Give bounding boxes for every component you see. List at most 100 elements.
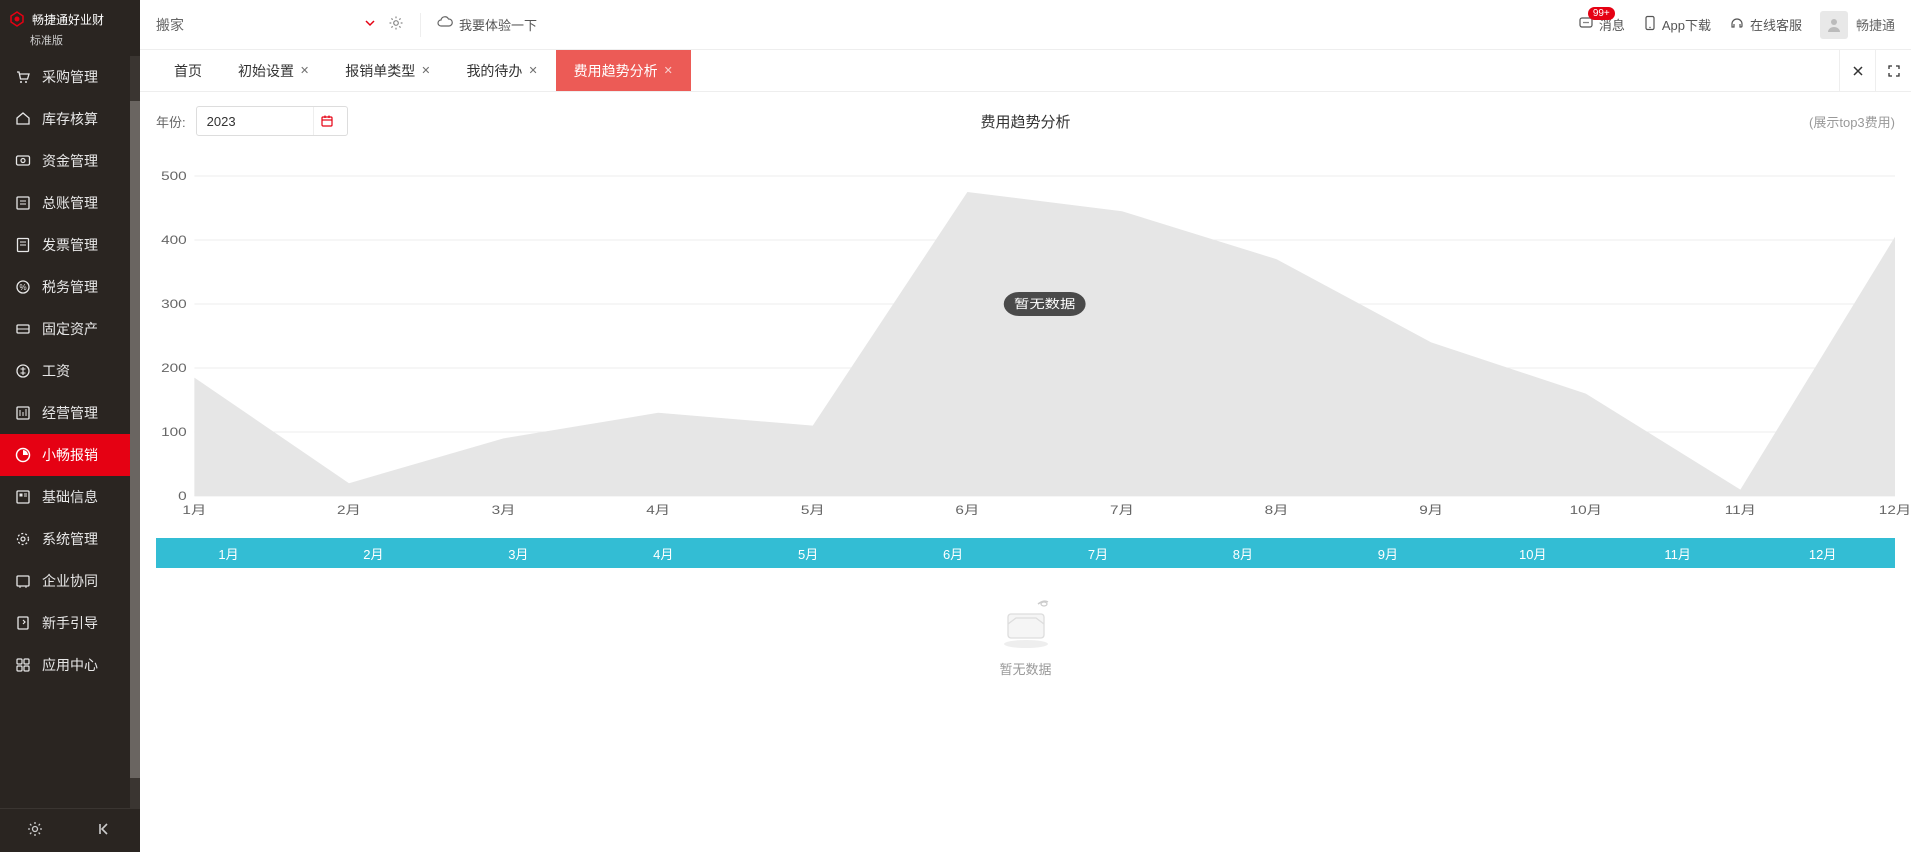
logo-text: 畅捷通好业财 [32, 11, 104, 28]
sidebar-item-14[interactable]: 应用中心 [0, 644, 140, 686]
close-icon[interactable]: ✕ [300, 64, 309, 77]
collab-icon [14, 572, 32, 590]
chart-subtitle: (展示top3费用) [1809, 112, 1895, 131]
tab-2[interactable]: 报销单类型✕ [327, 50, 448, 91]
gear-icon[interactable] [388, 15, 404, 34]
sidebar-scrollthumb[interactable] [130, 101, 140, 778]
cloud-icon [437, 15, 453, 34]
month-cell-11[interactable]: 12月 [1750, 544, 1895, 563]
tab-1[interactable]: 初始设置 ✕ [220, 50, 327, 91]
month-slider[interactable]: 1月2月3月4月5月6月7月8月9月10月11月12月 [156, 538, 1895, 568]
try-button[interactable]: 我要体验一下 [437, 15, 537, 34]
month-cell-7[interactable]: 8月 [1170, 544, 1315, 563]
service-label: 在线客服 [1750, 15, 1802, 34]
month-cell-10[interactable]: 11月 [1605, 544, 1750, 563]
month-cell-4[interactable]: 5月 [736, 544, 881, 563]
month-cell-2[interactable]: 3月 [446, 544, 591, 563]
filter-row: 年份: 2023 费用趋势分析 (展示top3费用) [156, 106, 1895, 136]
tab-3[interactable]: 我的待办 ✕ [448, 50, 555, 91]
sidebar-item-13[interactable]: 新手引导 [0, 602, 140, 644]
tab-label: 初始设置 [238, 61, 294, 81]
phone-icon [1643, 15, 1657, 34]
svg-text:2月: 2月 [337, 504, 361, 517]
svg-text:8月: 8月 [1265, 504, 1289, 517]
close-icon[interactable]: ✕ [664, 64, 673, 77]
sidebar-subtitle: 标准版 [0, 32, 140, 56]
content: 年份: 2023 费用趋势分析 (展示top3费用) 0100200300400… [140, 92, 1911, 852]
workspace-selector[interactable]: 搬家 [156, 15, 376, 35]
svg-text:100: 100 [161, 426, 187, 439]
collapse-sidebar-button[interactable] [70, 809, 140, 852]
nodata-section: 暂无数据 [156, 596, 1895, 678]
svg-text:500: 500 [161, 170, 187, 183]
svg-text:6月: 6月 [955, 504, 979, 517]
close-tab-button[interactable] [1839, 50, 1875, 91]
main: 搬家 我要体验一下 [140, 0, 1911, 852]
chevron-down-icon [364, 16, 376, 33]
sidebar-item-label: 经营管理 [42, 403, 98, 423]
sidebar-item-3[interactable]: 总账管理 [0, 182, 140, 224]
sidebar-item-6[interactable]: 固定资产 [0, 308, 140, 350]
sidebar-item-label: 系统管理 [42, 529, 98, 549]
sidebar-logo: 畅捷通好业财 [0, 0, 140, 32]
user-menu[interactable]: 畅捷通 [1820, 11, 1895, 39]
sidebar: 畅捷通好业财 标准版 采购管理库存核算资金管理总账管理发票管理 %税务管理固定资产… [0, 0, 140, 852]
guide-icon [14, 614, 32, 632]
sidebar-item-8[interactable]: 经营管理 [0, 392, 140, 434]
sidebar-item-5[interactable]: %税务管理 [0, 266, 140, 308]
tab-label: 我的待办 [466, 61, 522, 81]
expense-icon [14, 446, 32, 464]
sidebar-item-12[interactable]: 企业协同 [0, 560, 140, 602]
month-cell-3[interactable]: 4月 [591, 544, 736, 563]
month-cell-8[interactable]: 9月 [1315, 544, 1460, 563]
sidebar-scrollbar[interactable] [130, 56, 140, 808]
message-link[interactable]: 消息 99+ [1578, 15, 1625, 34]
sidebar-item-10[interactable]: 基础信息 [0, 476, 140, 518]
headset-icon [1729, 15, 1745, 34]
home-icon [14, 110, 32, 128]
sidebar-item-11[interactable]: 系统管理 [0, 518, 140, 560]
sidebar-item-1[interactable]: 库存核算 [0, 98, 140, 140]
month-cell-6[interactable]: 7月 [1026, 544, 1171, 563]
svg-text:1月: 1月 [182, 504, 206, 517]
close-icon[interactable]: ✕ [421, 64, 430, 77]
sidebar-item-7[interactable]: 工资 [0, 350, 140, 392]
month-cell-1[interactable]: 2月 [301, 544, 446, 563]
svg-text:0: 0 [178, 490, 187, 503]
sidebar-item-label: 应用中心 [42, 655, 98, 675]
sidebar-item-label: 企业协同 [42, 571, 98, 591]
svg-text:%: % [19, 283, 26, 292]
svg-text:10月: 10月 [1570, 504, 1602, 517]
user-name: 畅捷通 [1856, 15, 1895, 34]
divider [420, 13, 421, 37]
month-cell-9[interactable]: 10月 [1460, 544, 1605, 563]
sidebar-item-label: 小畅报销 [42, 445, 98, 465]
sidebar-item-2[interactable]: 资金管理 [0, 140, 140, 182]
sidebar-item-9[interactable]: 小畅报销 [0, 434, 140, 476]
nodata-text: 暂无数据 [156, 659, 1895, 678]
chart: 01002003004005001月2月3月4月5月6月7月8月9月10月11月… [156, 166, 1895, 526]
fullscreen-button[interactable] [1875, 50, 1911, 91]
sidebar-item-label: 发票管理 [42, 235, 98, 255]
sidebar-nav: 采购管理库存核算资金管理总账管理发票管理 %税务管理固定资产工资经营管理小畅报销基… [0, 56, 140, 808]
month-cell-0[interactable]: 1月 [156, 544, 301, 563]
system-icon [14, 530, 32, 548]
sidebar-item-label: 固定资产 [42, 319, 98, 339]
service-link[interactable]: 在线客服 [1729, 15, 1802, 34]
svg-text:暂无数据: 暂无数据 [1014, 298, 1076, 311]
month-cell-5[interactable]: 6月 [881, 544, 1026, 563]
close-icon[interactable]: ✕ [528, 64, 537, 77]
svg-text:400: 400 [161, 234, 187, 247]
sidebar-item-0[interactable]: 采购管理 [0, 56, 140, 98]
settings-button[interactable] [0, 809, 70, 852]
sidebar-item-label: 库存核算 [42, 109, 98, 129]
app-download-link[interactable]: App下载 [1643, 15, 1711, 34]
tab-4[interactable]: 费用趋势分析✕ [556, 50, 691, 91]
svg-text:300: 300 [161, 298, 187, 311]
info-icon [14, 488, 32, 506]
ledger-icon [14, 194, 32, 212]
message-badge: 99+ [1588, 7, 1615, 20]
year-select[interactable]: 2023 [196, 106, 348, 136]
tab-0[interactable]: 首页 [156, 50, 220, 91]
sidebar-item-4[interactable]: 发票管理 [0, 224, 140, 266]
